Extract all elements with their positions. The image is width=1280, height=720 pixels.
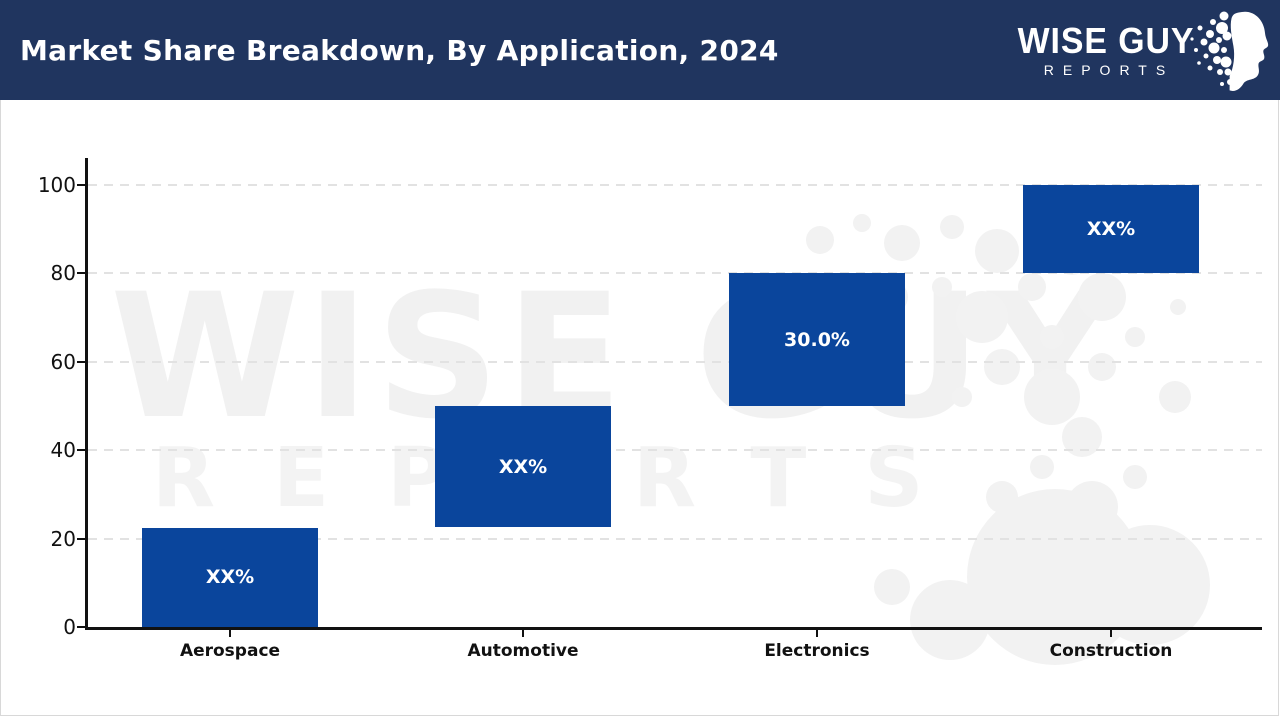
y-tick-label-60: 60	[50, 349, 76, 374]
y-tick-40	[77, 449, 85, 452]
logo-text: WISE GUY REPORTS	[1012, 20, 1200, 79]
x-tick-automotive	[522, 630, 524, 637]
y-tick-80	[77, 272, 85, 275]
y-tick-100	[77, 183, 85, 186]
page-title: Market Share Breakdown, By Application, …	[20, 33, 779, 67]
x-tick-label-electronics: Electronics	[764, 641, 870, 661]
gridline-40	[88, 449, 1262, 452]
logo-wordmark: WISE GUY	[1017, 20, 1195, 61]
bar-value-label: XX%	[205, 566, 255, 589]
bar-electronics: 30.0%	[729, 273, 905, 406]
gridline-20	[88, 537, 1262, 540]
bar-automotive: XX%	[435, 405, 611, 528]
watermark-wordmark: WISE GUY	[110, 256, 1119, 457]
watermark-head-icon	[806, 214, 1210, 665]
bar-value-label: 30.0%	[784, 328, 850, 351]
y-tick-label-40: 40	[50, 438, 76, 463]
bar-construction: XX%	[1023, 184, 1199, 274]
header-bar: Market Share Breakdown, By Application, …	[0, 0, 1280, 100]
x-tick-label-construction: Construction	[1049, 641, 1173, 661]
y-tick-label-20: 20	[50, 526, 76, 551]
logo-head-icon	[1190, 11, 1269, 91]
bar-value-label: XX%	[1086, 218, 1136, 241]
gridline-60	[88, 360, 1262, 363]
x-tick-label-automotive: Automotive	[467, 641, 579, 661]
gridline-80	[88, 272, 1262, 275]
y-tick-0	[77, 626, 85, 628]
bar-value-label: XX%	[498, 455, 548, 478]
y-tick-20	[77, 537, 85, 540]
bar-aerospace: XX%	[142, 527, 318, 627]
x-tick-construction	[1110, 630, 1112, 637]
x-tick-electronics	[816, 630, 818, 637]
y-tick-label-80: 80	[50, 261, 76, 286]
y-tick-60	[77, 360, 85, 363]
y-tick-label-100: 100	[37, 172, 76, 197]
y-tick-label-0: 0	[63, 615, 76, 639]
logo-subtext: REPORTS	[1043, 62, 1175, 78]
x-axis	[85, 627, 1262, 630]
gridline-100	[88, 183, 1262, 186]
wise-guy-logo: WISE GUY REPORTS	[1012, 8, 1272, 92]
x-tick-label-aerospace: Aerospace	[179, 641, 281, 661]
y-axis	[85, 158, 88, 630]
x-tick-aerospace	[229, 630, 231, 637]
